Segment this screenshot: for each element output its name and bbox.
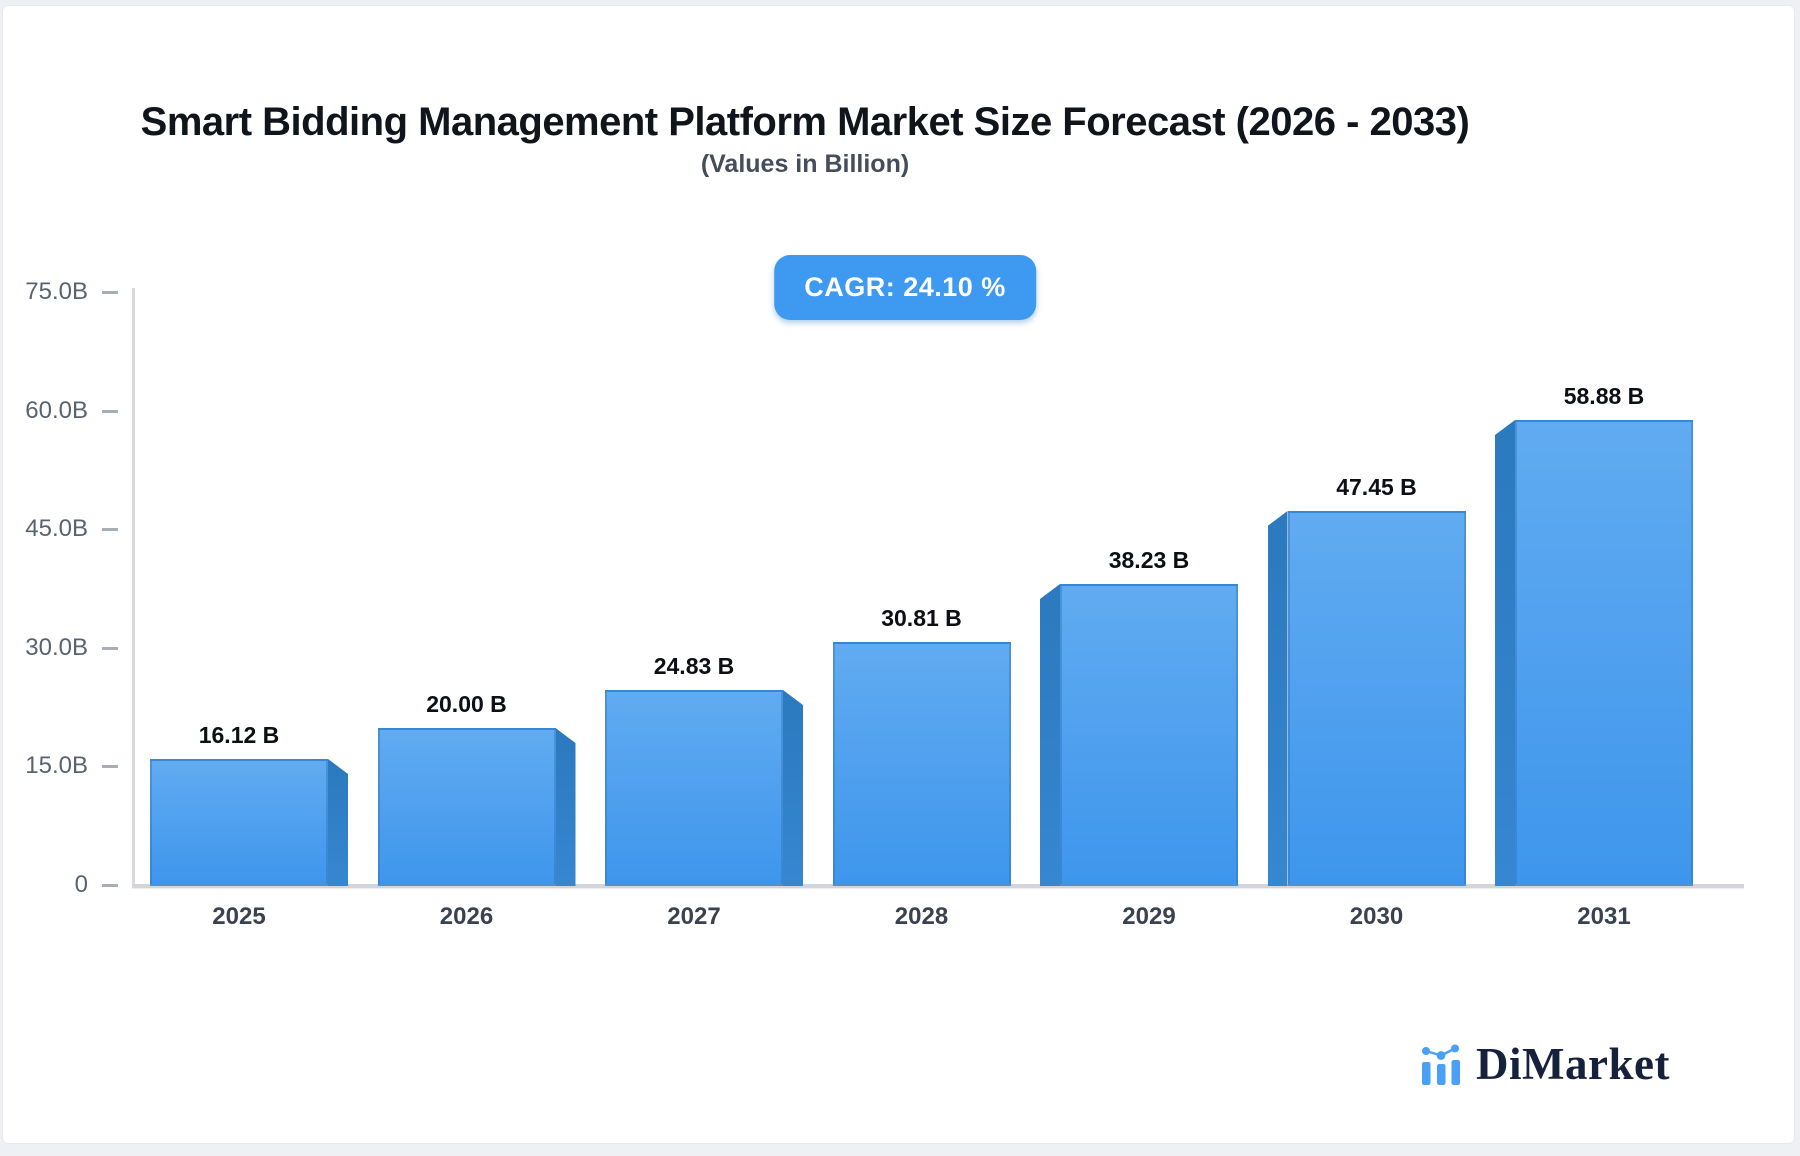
chart-title: Smart Bidding Management Platform Market…	[140, 100, 1470, 144]
y-axis-tick-label: 45.0B	[25, 515, 88, 543]
chart-subtitle: (Values in Billion)	[700, 150, 910, 178]
bar-2029	[1060, 584, 1238, 886]
y-axis-tick-mark	[102, 290, 118, 294]
y-axis-line	[132, 288, 135, 889]
bar-value-label: 30.81 B	[881, 605, 962, 631]
y-axis-tick-label: 75.0B	[25, 277, 88, 305]
y-axis-tick-mark	[102, 409, 118, 413]
x-axis-label: 2030	[1349, 903, 1404, 930]
bar-3d-side	[783, 690, 803, 886]
bar-value-label: 47.45 B	[1336, 474, 1417, 500]
y-axis-tick-mark	[102, 528, 118, 532]
y-axis-tick-mark	[102, 884, 118, 887]
x-axis-label: 2025	[212, 903, 266, 930]
x-axis-label: 2026	[439, 903, 494, 930]
bar-2031	[1515, 420, 1693, 886]
x-axis-label: 2027	[667, 903, 721, 930]
y-axis-tick-label: 15.0B	[25, 752, 88, 780]
bar-3d-side	[1267, 511, 1288, 886]
bar-3d-side	[1495, 420, 1515, 886]
bar-3d-side	[555, 728, 576, 886]
brand-logo: DiMarket	[1420, 1038, 1670, 1090]
bar-value-label: 58.88 B	[1563, 383, 1645, 409]
y-axis-tick-label: 30.0B	[25, 633, 88, 661]
bar-3d-side	[328, 759, 348, 886]
y-axis-tick-mark	[102, 646, 118, 650]
bar-value-label: 20.00 B	[426, 691, 507, 717]
bar-value-label: 16.12 B	[198, 722, 280, 748]
bar-2025	[150, 759, 328, 886]
y-axis-tick-mark	[102, 765, 118, 769]
cagr-badge-label: CAGR: 24.10 %	[804, 272, 1006, 302]
x-axis-label: 2031	[1577, 903, 1631, 930]
bar-3d-side	[1040, 584, 1060, 886]
bar-chart-logo-icon	[1422, 1044, 1460, 1085]
bar-2026	[377, 728, 556, 886]
x-axis-label: 2029	[1122, 903, 1176, 930]
y-axis-tick-label: 0	[74, 871, 88, 898]
brand-name: DiMarket	[1476, 1039, 1670, 1089]
bar-2028	[832, 642, 1011, 886]
y-axis-tick-label: 60.0B	[25, 396, 88, 424]
cagr-badge: CAGR: 24.10 %	[774, 255, 1036, 320]
bar-value-label: 38.23 B	[1108, 547, 1190, 573]
bar-2027	[605, 690, 783, 886]
bar-value-label: 24.83 B	[653, 653, 735, 679]
bar-2030	[1287, 511, 1466, 886]
x-axis-line	[132, 884, 1744, 889]
x-axis-label: 2028	[894, 903, 949, 930]
